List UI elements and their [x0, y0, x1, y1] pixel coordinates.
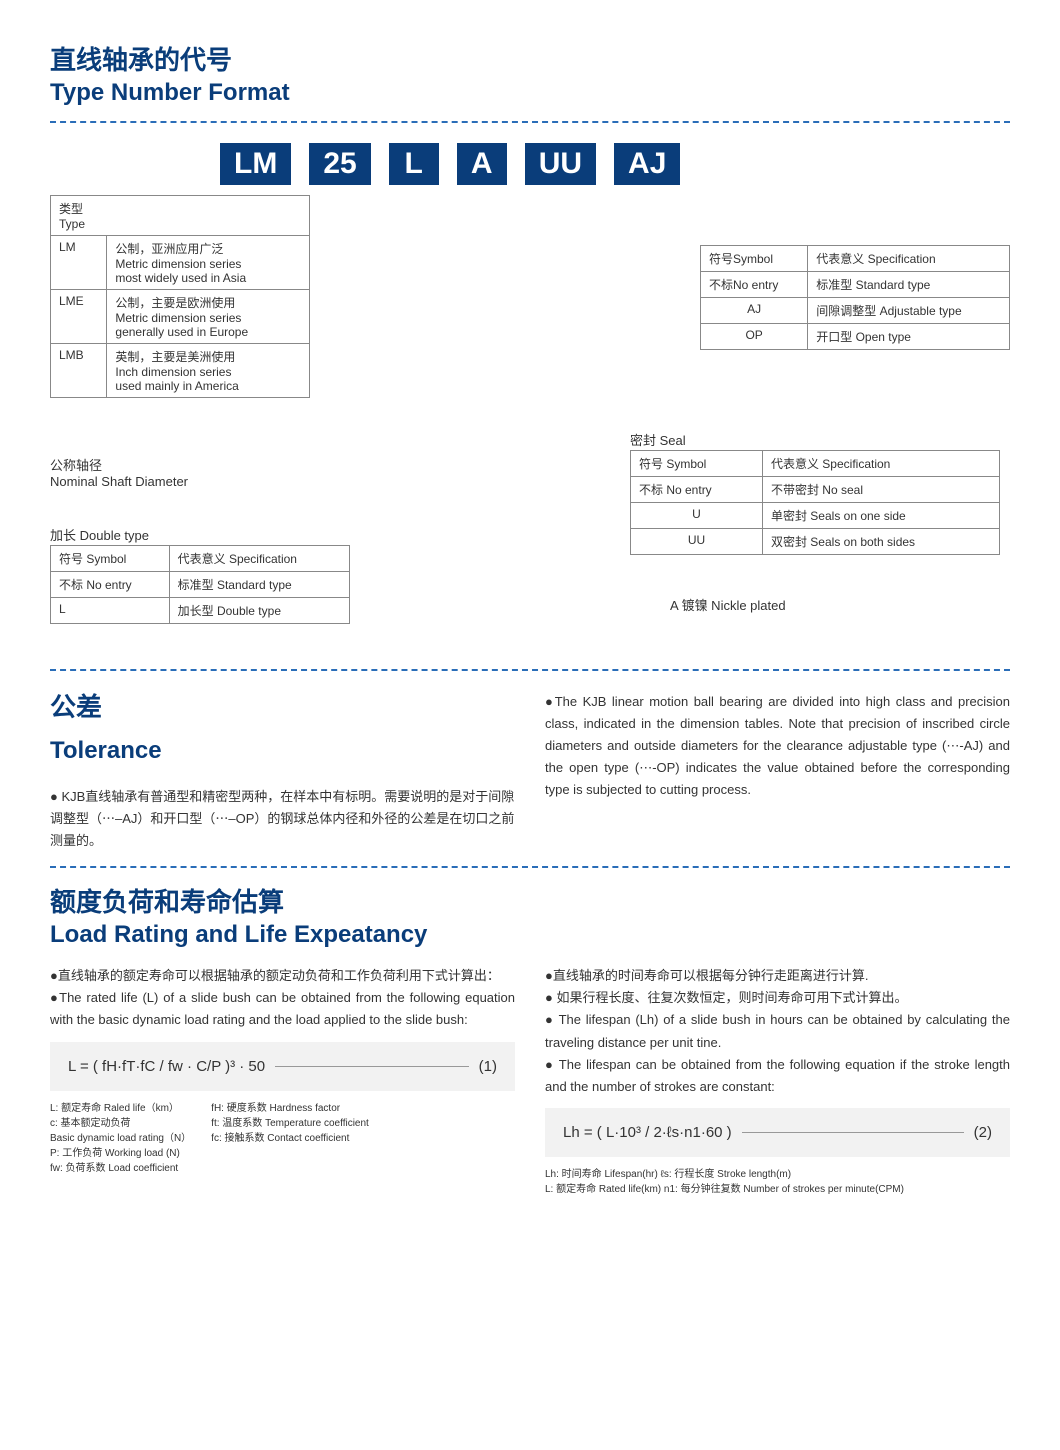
cell: LMB: [51, 344, 107, 398]
cell: 不标No entry: [701, 272, 808, 298]
load-section: ●直线轴承的额定寿命可以根据轴承的额定动负荷和工作负荷利用下式计算出： ●The…: [50, 965, 1010, 1197]
formula-num: (1): [479, 1054, 497, 1080]
cell: LME: [51, 290, 107, 344]
title-cn: 直线轴承的代号: [50, 40, 1010, 77]
tables-area: 类型 Type LM公制，亚洲应用广泛 Metric dimension ser…: [50, 195, 1010, 655]
cell: 不标 No entry: [631, 477, 763, 503]
seal-title: 密封 Seal: [630, 430, 686, 449]
divider: [50, 669, 1010, 671]
title-en: Type Number Format: [50, 79, 1010, 107]
section-title: 直线轴承的代号 Type Number Format: [50, 40, 1010, 107]
p: ● 如果行程长度、往复次数恒定，则时间寿命可用下式计算出。: [545, 987, 1010, 1009]
cell: UU: [631, 529, 763, 555]
title-en: Tolerance: [50, 731, 515, 772]
cell: 符号 Symbol: [51, 546, 170, 572]
cell: 单密封 Seals on one side: [762, 503, 999, 529]
cell: 代表意义 Specification: [169, 546, 349, 572]
p: ●直线轴承的时间寿命可以根据每分钟行走距离进行计算.: [545, 965, 1010, 987]
title-cn: 额度负荷和寿命估算: [50, 882, 1010, 919]
double-table: 符号 Symbol代表意义 Specification 不标 No entry标…: [50, 545, 350, 624]
formula-num: (2): [974, 1120, 992, 1146]
format-box: L: [389, 143, 439, 185]
cell: 标准型 Standard type: [169, 572, 349, 598]
cell: 公制，主要是欧洲使用 Metric dimension series gener…: [107, 290, 310, 344]
cell: 符号Symbol: [701, 246, 808, 272]
cell: 加长型 Double type: [169, 598, 349, 624]
legend: Lh: 时间寿命 Lifespan(hr) ℓs: 行程长度 Stroke le…: [545, 1167, 1010, 1197]
formula-text: Lh = ( L·10³ / 2·ℓs·n1·60 ): [563, 1120, 732, 1146]
cell: U: [631, 503, 763, 529]
nickel-note: A 镀镍 Nickle plated: [670, 595, 786, 614]
format-box: LM: [220, 143, 291, 185]
seal-table: 符号 Symbol代表意义 Specification 不标 No entry不…: [630, 450, 1000, 555]
divider: [50, 866, 1010, 868]
formula-1: L = ( fH·fT·fC / fw · C/P )³ · 50 (1): [50, 1042, 515, 1092]
format-box: 25: [309, 143, 370, 185]
format-boxes: LM 25 L A UU AJ: [50, 143, 1010, 185]
p: ●The rated life (L) of a slide bush can …: [50, 987, 515, 1031]
format-box: AJ: [614, 143, 680, 185]
cell: 代表意义 Specification: [762, 451, 999, 477]
tolerance-section: 公差 Tolerance ● KJB直线轴承有普通型和精密型两种，在样本中有标明…: [50, 685, 1010, 852]
cell: LM: [51, 236, 107, 290]
section-title: 额度负荷和寿命估算 Load Rating and Life Expeatanc…: [50, 882, 1010, 949]
cell: 公制，亚洲应用广泛 Metric dimension series most w…: [107, 236, 310, 290]
format-box: UU: [525, 143, 596, 185]
cell: 代表意义 Specification: [808, 246, 1010, 272]
formula-text: L = ( fH·fT·fC / fw · C/P )³ · 50: [68, 1054, 265, 1080]
p: ● The lifespan (Lh) of a slide bush in h…: [545, 1009, 1010, 1053]
type-table: 类型 Type LM公制，亚洲应用广泛 Metric dimension ser…: [50, 195, 310, 398]
legend: L: 额定寿命 Raled life（km） c: 基本额定动负荷 Basic …: [50, 1101, 191, 1176]
cell: 不标 No entry: [51, 572, 170, 598]
formula-2: Lh = ( L·10³ / 2·ℓs·n1·60 ) (2): [545, 1108, 1010, 1158]
cell: 开口型 Open type: [808, 324, 1010, 350]
cell: 符号 Symbol: [631, 451, 763, 477]
p: ●直线轴承的额定寿命可以根据轴承的额定动负荷和工作负荷利用下式计算出：: [50, 965, 515, 987]
cell: L: [51, 598, 170, 624]
cell: 不带密封 No seal: [762, 477, 999, 503]
p: ● The lifespan can be obtained from the …: [545, 1054, 1010, 1098]
double-title: 加长 Double type: [50, 525, 149, 544]
tolerance-text-cn: ● KJB直线轴承有普通型和精密型两种，在样本中有标明。需要说明的是对于间隙调整…: [50, 786, 515, 852]
title-cn: 公差: [50, 685, 515, 729]
type-header: 类型 Type: [51, 196, 310, 236]
cell: 英制，主要是美洲使用 Inch dimension series used ma…: [107, 344, 310, 398]
cell: 标准型 Standard type: [808, 272, 1010, 298]
cell: AJ: [701, 298, 808, 324]
aj-table: 符号Symbol代表意义 Specification 不标No entry标准型…: [700, 245, 1010, 350]
tolerance-text-en: ●The KJB linear motion ball bearing are …: [545, 691, 1010, 801]
cell: 间隙调整型 Adjustable type: [808, 298, 1010, 324]
nominal-label: 公称轴径 Nominal Shaft Diameter: [50, 455, 188, 489]
cell: 双密封 Seals on both sides: [762, 529, 999, 555]
divider: [50, 121, 1010, 123]
legend: fH: 硬度系数 Hardness factor ft: 温度系数 Temper…: [211, 1101, 369, 1176]
title-en: Load Rating and Life Expeatancy: [50, 921, 1010, 949]
format-box: A: [457, 143, 507, 185]
cell: OP: [701, 324, 808, 350]
